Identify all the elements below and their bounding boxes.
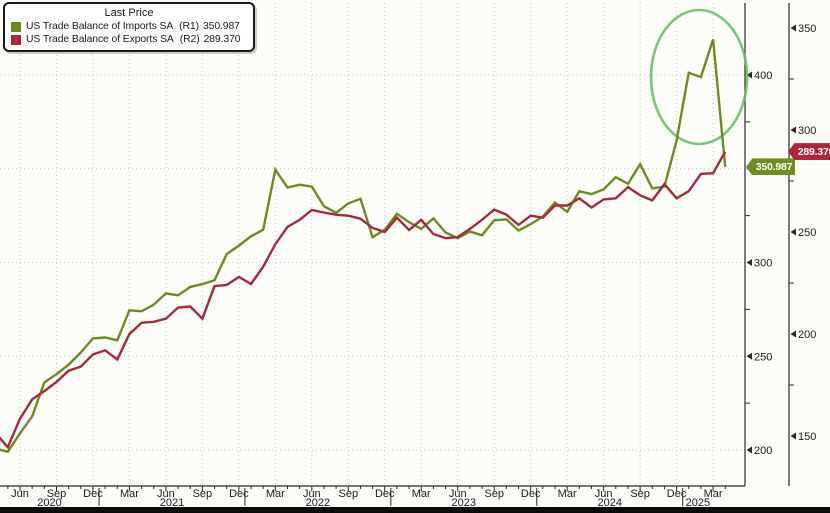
legend-item-label: US Trade Balance of Imports SA [26, 21, 174, 32]
x-tick-label: Mar [704, 488, 723, 500]
r2-tick-label: 300 [798, 125, 816, 137]
r1-tick-label: 400 [754, 70, 772, 82]
r1-tick-arrow-icon [746, 352, 752, 360]
last-price-flag-imports: 350.987 [746, 158, 795, 176]
r2-tick-arrow-icon [790, 330, 796, 338]
legend-item-exports: US Trade Balance of Exports SA (R2) 289.… [11, 34, 247, 45]
r2-tick-label: 250 [798, 227, 816, 239]
r1-tick-arrow-icon [746, 71, 752, 79]
bottom-black-bar [0, 507, 830, 513]
x-tick-label: Dec [83, 488, 103, 500]
imports-swatch-icon [11, 21, 21, 32]
legend-axis-ref: (R2) [179, 34, 200, 45]
x-tick-label: Dec [521, 488, 541, 500]
r2-tick-arrow-icon [790, 126, 796, 134]
x-tick-label: Mar [120, 488, 139, 500]
x-tick-label: Jun [303, 488, 321, 500]
x-tick-label: Dec [229, 488, 249, 500]
legend-item-imports: US Trade Balance of Imports SA (R1) 350.… [11, 21, 247, 32]
year-label: 2020 [37, 497, 61, 509]
r1-tick-arrow-icon [746, 446, 752, 454]
x-tick-label: Sep [339, 488, 359, 500]
x-tick-label: Sep [193, 488, 213, 500]
r2-tick-label: 150 [798, 431, 816, 443]
x-tick-label: Sep [47, 488, 67, 500]
r1-tick-arrow-icon [746, 259, 752, 266]
year-label: 2021 [160, 497, 184, 509]
x-tick-label: Sep [484, 488, 504, 500]
r1-tick-label: 200 [754, 445, 772, 457]
spike-annotation-ellipse [649, 8, 749, 146]
legend-last-value: 350.987 [202, 21, 240, 32]
legend-axis-ref: (R1) [179, 21, 199, 32]
r2-tick-arrow-icon [790, 432, 796, 440]
legend-last-value: 289.370 [203, 34, 241, 45]
r2-tick-label: 350 [798, 23, 816, 35]
x-tick-label: Jun [449, 488, 467, 500]
x-tick-label: Jun [595, 488, 613, 500]
r2-tick-label: 200 [798, 329, 816, 341]
x-tick-label: Sep [630, 488, 650, 500]
x-tick-label: Dec [667, 488, 687, 500]
imports-series-line [0, 39, 727, 454]
year-label: 2025 [686, 497, 710, 509]
legend: Last Price US Trade Balance of Imports S… [3, 2, 255, 52]
year-label: 2024 [597, 497, 621, 509]
x-tick-label: Mar [266, 488, 285, 500]
r1-tick-label: 250 [754, 351, 772, 363]
legend-item-label: US Trade Balance of Exports SA [26, 34, 174, 45]
r1-tick-label: 300 [754, 258, 772, 270]
x-tick-label: Mar [412, 488, 431, 500]
last-price-flag-exports: 289.370 [788, 143, 830, 161]
year-label: 2023 [452, 497, 476, 509]
x-tick-label: Mar [558, 488, 577, 500]
exports-swatch-icon [11, 34, 21, 45]
x-tick-label: Jun [157, 488, 175, 500]
x-tick-label: Jun [11, 488, 29, 500]
year-label: 2022 [306, 497, 330, 509]
legend-title: Last Price [104, 7, 154, 19]
r2-tick-arrow-icon [790, 24, 796, 32]
r2-tick-arrow-icon [790, 228, 796, 236]
x-tick-label: Dec [375, 488, 395, 500]
exports-series-line [0, 151, 727, 450]
